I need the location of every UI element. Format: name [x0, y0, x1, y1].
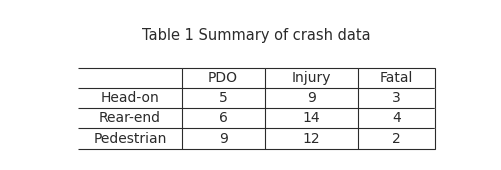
Text: Table 1 Summary of crash data: Table 1 Summary of crash data [142, 28, 371, 43]
